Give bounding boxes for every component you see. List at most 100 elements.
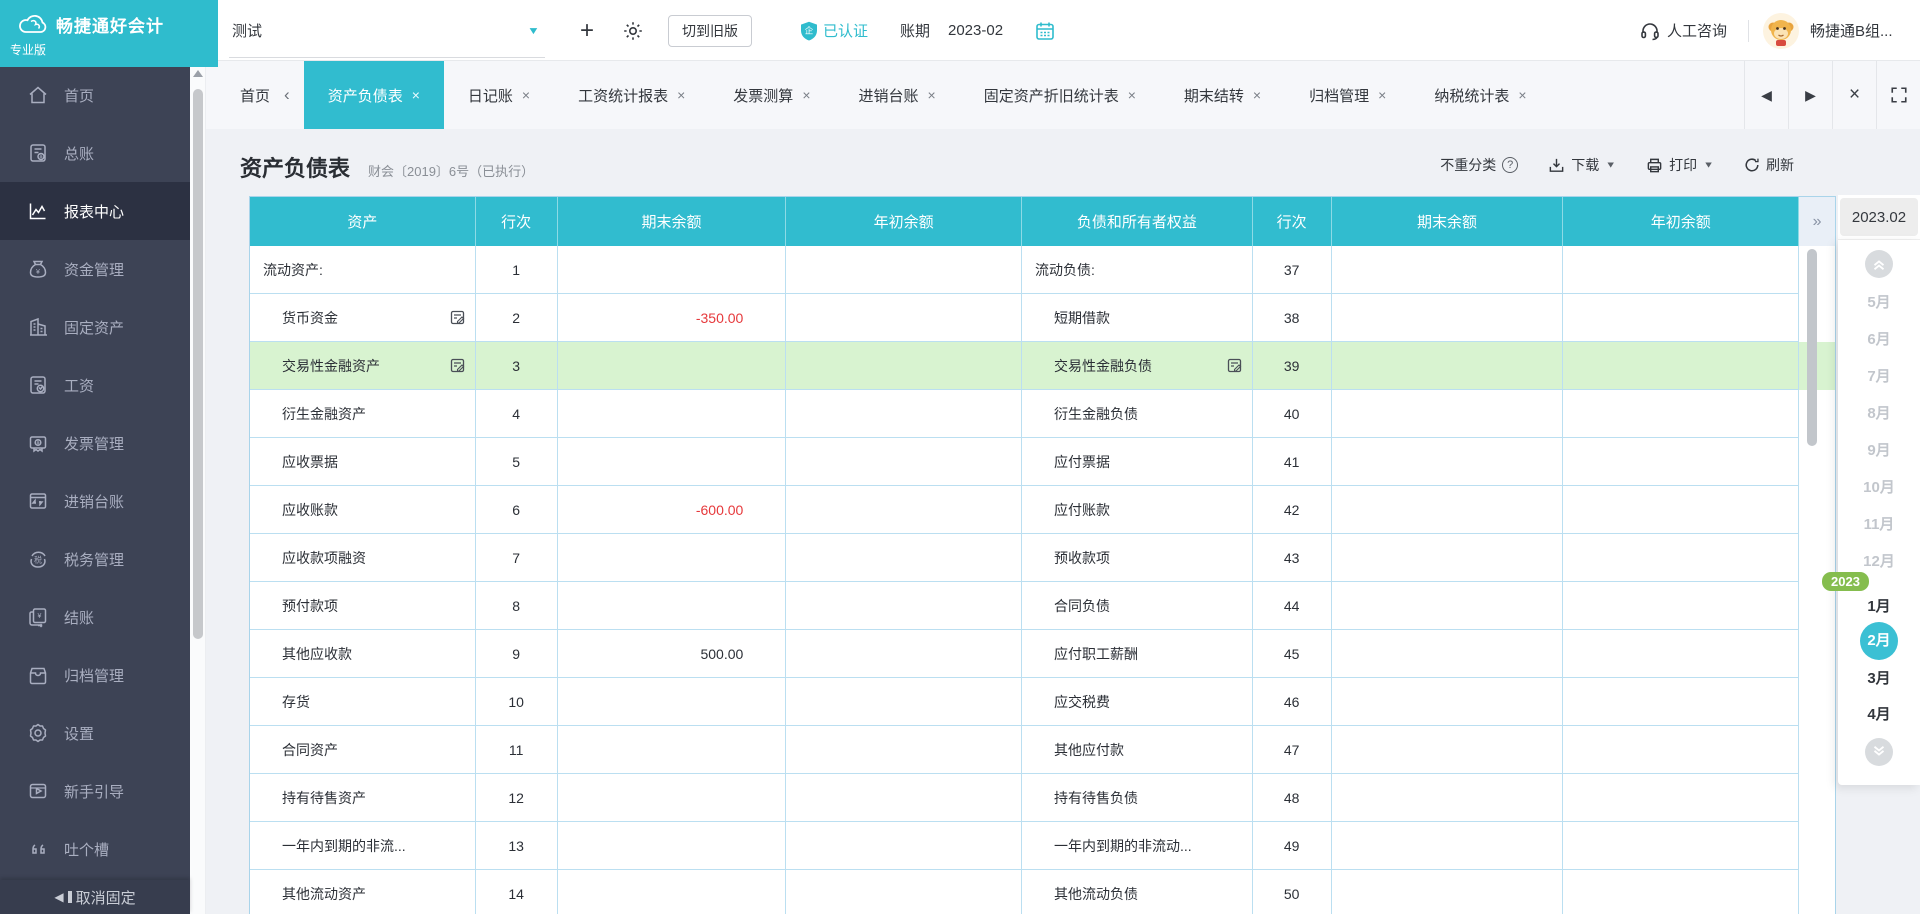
tab-close-icon[interactable]: ×	[1378, 87, 1387, 103]
asset-name-cell[interactable]: 货币资金	[250, 294, 476, 342]
liability-name-cell[interactable]: 应付账款	[1022, 486, 1253, 534]
liability-name-cell[interactable]: 衍生金融负债	[1022, 390, 1253, 438]
month-option-3月[interactable]: 3月	[1867, 670, 1891, 687]
sidebar-item-进销台账[interactable]: 进销台账	[0, 472, 190, 530]
tab-期末结转[interactable]: 期末结转 ×	[1160, 61, 1285, 129]
certified-badge[interactable]: 企 已认证	[800, 0, 868, 61]
asset-name-cell[interactable]: 流动资产:	[250, 246, 476, 294]
liability-beginning-balance-cell[interactable]	[1563, 582, 1800, 630]
liability-beginning-balance-cell[interactable]	[1563, 870, 1800, 914]
tab-scroll-left-icon[interactable]: ◀	[1744, 61, 1788, 129]
scrollbar-thumb[interactable]	[193, 89, 203, 639]
liability-beginning-balance-cell[interactable]	[1563, 342, 1800, 390]
asset-beginning-balance-cell[interactable]	[786, 246, 1023, 294]
month-option-4月[interactable]: 4月	[1867, 706, 1891, 723]
month-option-1月[interactable]: 1月	[1867, 598, 1891, 615]
liability-ending-balance-cell[interactable]	[1331, 534, 1564, 582]
asset-name-cell[interactable]: 一年内到期的非流...	[250, 822, 476, 870]
gear-icon[interactable]	[622, 0, 644, 61]
sidebar-item-资金管理[interactable]: ¥ 资金管理	[0, 240, 190, 298]
tab-close-icon[interactable]: ×	[411, 87, 420, 103]
liability-ending-balance-cell[interactable]	[1331, 438, 1564, 486]
sidebar-item-设置[interactable]: 设置	[0, 704, 190, 762]
tab-scroll-right-icon[interactable]: ▶	[1788, 61, 1832, 129]
liability-ending-balance-cell[interactable]	[1332, 870, 1564, 914]
tab-发票测算[interactable]: 发票测算 ×	[709, 61, 834, 129]
tab-日记账[interactable]: 日记账 ×	[444, 61, 554, 129]
formula-edit-icon[interactable]	[450, 310, 465, 325]
liability-beginning-balance-cell[interactable]	[1563, 726, 1800, 774]
liability-name-cell[interactable]: 其他流动负债	[1022, 870, 1253, 914]
help-icon[interactable]: ?	[1502, 157, 1519, 173]
asset-ending-balance-cell[interactable]	[557, 390, 787, 438]
liability-name-cell[interactable]: 流动负债:	[1022, 246, 1253, 294]
tab-collapse-icon[interactable]: ‹	[284, 85, 290, 104]
liability-ending-balance-cell[interactable]	[1331, 294, 1564, 342]
asset-beginning-balance-cell[interactable]	[786, 390, 1023, 438]
asset-name-cell[interactable]: 其他流动资产	[250, 870, 476, 914]
sidebar-item-税务管理[interactable]: 税 税务管理	[0, 530, 190, 588]
asset-beginning-balance-cell[interactable]	[786, 774, 1023, 822]
tab-home[interactable]: 首页 ‹	[240, 85, 290, 105]
tab-close-icon[interactable]: ×	[802, 87, 811, 103]
asset-ending-balance-cell[interactable]	[557, 822, 787, 870]
asset-ending-balance-cell[interactable]	[557, 678, 787, 726]
asset-beginning-balance-cell[interactable]	[786, 726, 1023, 774]
asset-ending-balance-cell[interactable]	[557, 534, 787, 582]
no-reclassify-toggle[interactable]: 不重分类 ?	[1440, 155, 1519, 175]
sidebar-item-报表中心[interactable]: 报表中心	[0, 182, 190, 240]
liability-name-cell[interactable]: 持有待售负债	[1022, 774, 1253, 822]
month-option-6月[interactable]: 6月	[1867, 331, 1891, 348]
refresh-button[interactable]: 刷新	[1744, 155, 1794, 175]
asset-name-cell[interactable]: 存货	[250, 678, 476, 726]
liability-beginning-balance-cell[interactable]	[1563, 534, 1800, 582]
tab-close-icon[interactable]: ×	[677, 87, 686, 103]
liability-beginning-balance-cell[interactable]	[1563, 822, 1800, 870]
sidebar-item-新手引导[interactable]: 新手引导	[0, 762, 190, 820]
liability-name-cell[interactable]: 应付票据	[1022, 438, 1253, 486]
fullscreen-icon[interactable]	[1876, 61, 1920, 129]
account-set-name[interactable]: 测试	[232, 23, 263, 40]
liability-beginning-balance-cell[interactable]	[1563, 438, 1800, 486]
month-option-11月[interactable]: 11月	[1863, 516, 1895, 533]
add-icon[interactable]: +	[580, 16, 595, 44]
month-option-2月[interactable]: 2月	[1860, 622, 1898, 660]
tab-close-icon[interactable]: ×	[1252, 87, 1262, 103]
asset-beginning-balance-cell[interactable]	[786, 294, 1023, 342]
liability-ending-balance-cell[interactable]	[1331, 582, 1564, 630]
tab-工资统计报表[interactable]: 工资统计报表 ×	[554, 61, 709, 129]
tab-纳税统计表[interactable]: 纳税统计表 ×	[1410, 61, 1550, 129]
liability-name-cell[interactable]: 应交税费	[1022, 678, 1253, 726]
sidebar-item-固定资产[interactable]: 固定资产	[0, 298, 190, 356]
month-option-5月[interactable]: 5月	[1867, 294, 1891, 311]
liability-ending-balance-cell[interactable]	[1331, 726, 1564, 774]
liability-name-cell[interactable]: 交易性金融负债	[1022, 342, 1253, 390]
liability-name-cell[interactable]: 其他应付款	[1022, 726, 1253, 774]
tab-close-icon[interactable]: ×	[1127, 87, 1136, 103]
month-option-9月[interactable]: 9月	[1867, 442, 1891, 459]
tab-close-all-icon[interactable]: ×	[1832, 61, 1876, 129]
asset-beginning-balance-cell[interactable]	[786, 822, 1023, 870]
asset-name-cell[interactable]: 应收款项融资	[250, 534, 476, 582]
liability-name-cell[interactable]: 短期借款	[1022, 294, 1253, 342]
chevron-down-icon[interactable]: ▼	[527, 24, 540, 37]
scrollbar-up-arrow[interactable]	[193, 70, 203, 77]
asset-beginning-balance-cell[interactable]	[786, 486, 1023, 534]
asset-name-cell[interactable]: 合同资产	[250, 726, 476, 774]
asset-ending-balance-cell[interactable]	[557, 342, 787, 390]
asset-name-cell[interactable]: 持有待售资产	[250, 774, 476, 822]
expand-columns-icon[interactable]: »	[1799, 197, 1835, 246]
liability-beginning-balance-cell[interactable]	[1563, 486, 1800, 534]
liability-beginning-balance-cell[interactable]	[1563, 390, 1800, 438]
formula-edit-icon[interactable]	[1227, 358, 1242, 373]
tab-归档管理[interactable]: 归档管理 ×	[1285, 61, 1410, 129]
liability-ending-balance-cell[interactable]	[1331, 630, 1564, 678]
tab-固定资产折旧统计表[interactable]: 固定资产折旧统计表 ×	[960, 61, 1160, 129]
asset-ending-balance-cell[interactable]: -350.00	[557, 294, 787, 342]
asset-beginning-balance-cell[interactable]	[786, 630, 1023, 678]
calendar-icon[interactable]	[1035, 0, 1055, 61]
asset-name-cell[interactable]: 应收账款	[250, 486, 476, 534]
asset-beginning-balance-cell[interactable]	[786, 678, 1023, 726]
asset-ending-balance-cell[interactable]	[557, 246, 787, 294]
sidebar-item-首页[interactable]: 首页	[0, 66, 190, 124]
